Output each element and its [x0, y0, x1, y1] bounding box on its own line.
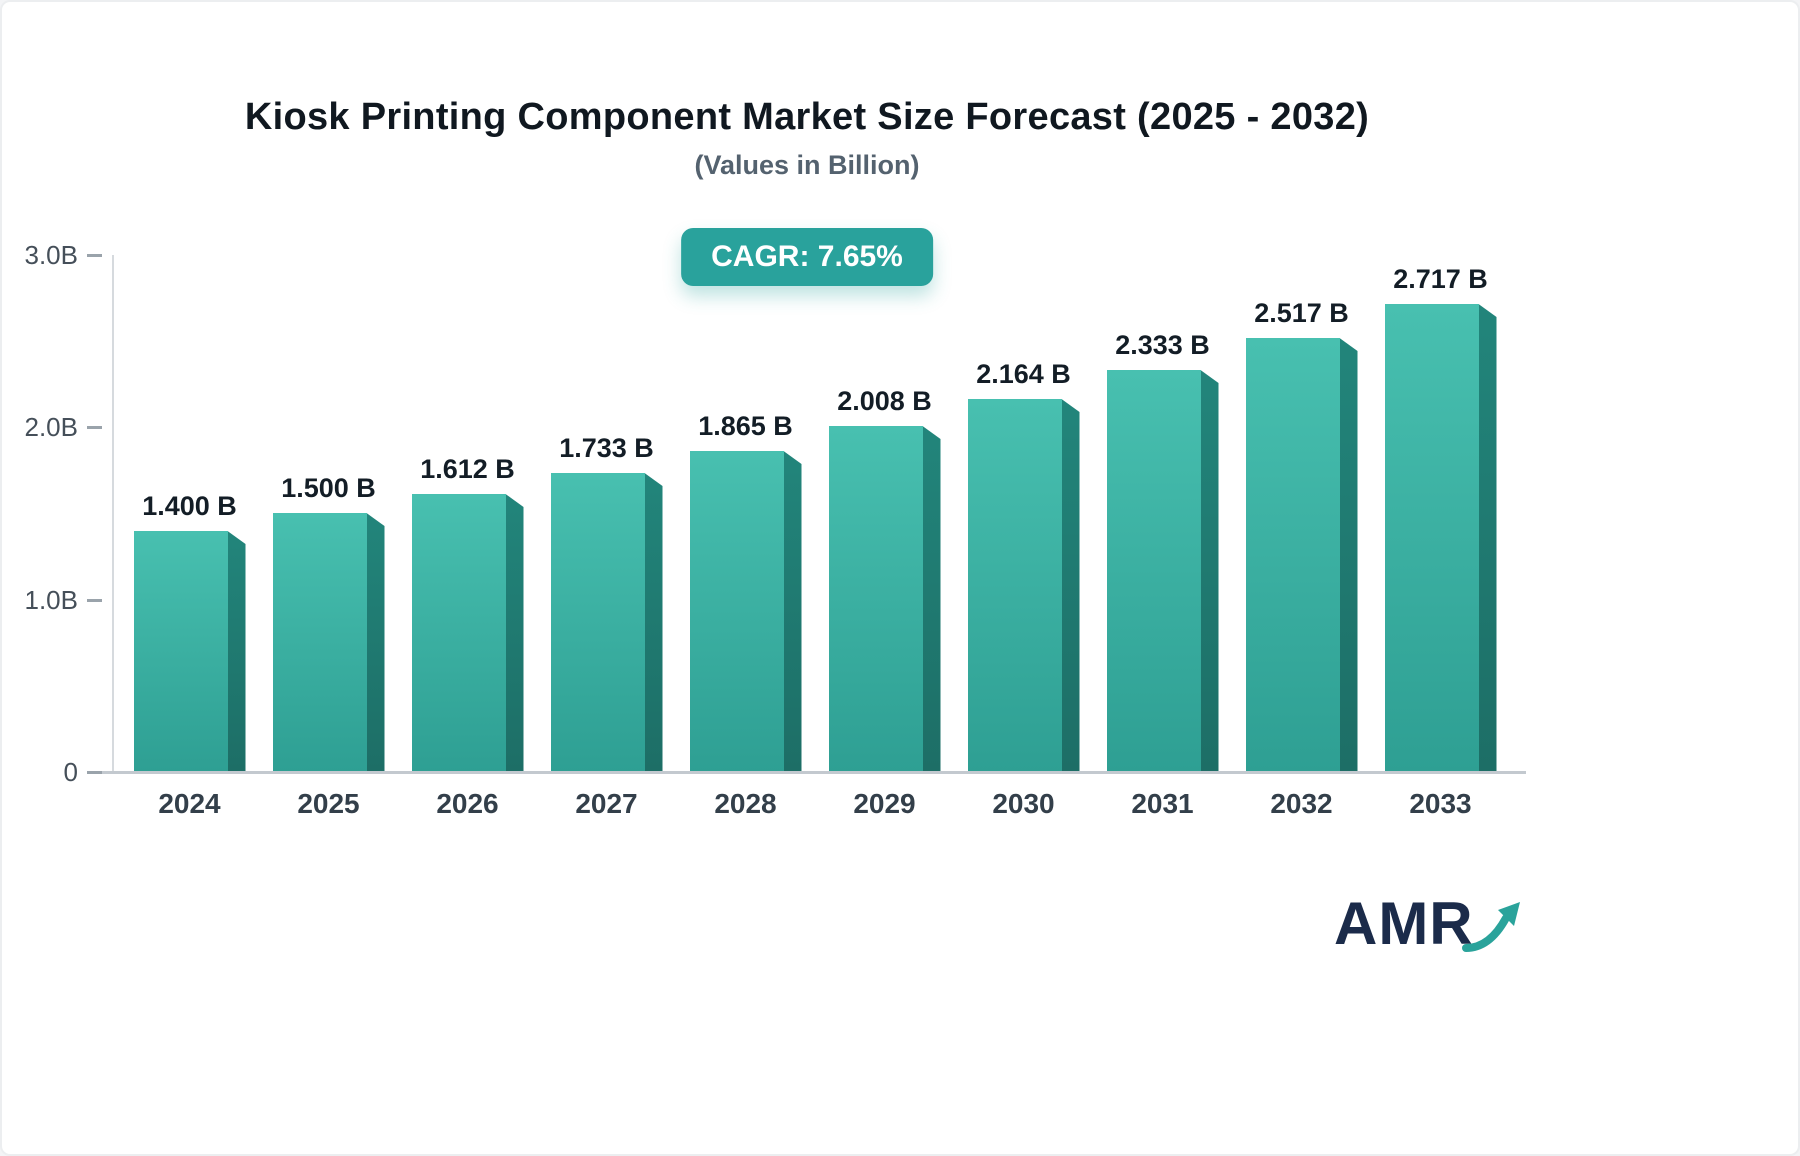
bar-value-label: 2.333 B: [1115, 330, 1210, 360]
plot-area: 1.400 B 1.500 B 1.612 B 1.733 B 1.865 B 2.008…: [120, 255, 1510, 772]
bar-side-face: [366, 513, 385, 772]
x-axis-category-label: 2027: [575, 788, 638, 819]
bar-group: 2.717 B: [1372, 264, 1510, 772]
bar-front-face: [828, 426, 923, 772]
bar-value-label: 2.164 B: [976, 359, 1071, 389]
y-axis-tick-label: 0: [63, 757, 78, 787]
bar-side-face: [1339, 338, 1358, 772]
y-axis-tick-mark: [87, 254, 102, 257]
amr-logo: AMR: [1334, 894, 1522, 956]
bar-value-label: 2.717 B: [1393, 264, 1488, 294]
bar-front-face: [1384, 304, 1479, 772]
bar: [272, 513, 385, 772]
bar: [828, 426, 941, 772]
bar-side-face: [644, 473, 663, 772]
y-axis-tick: 1.0B: [2, 585, 102, 616]
amr-logo-text: AMR: [1334, 890, 1474, 957]
chart-subtitle: (Values in Billion): [694, 150, 920, 180]
chart-title: Kiosk Printing Component Market Size For…: [244, 96, 1370, 138]
bar: [1245, 338, 1358, 772]
bar-front-face: [133, 531, 228, 772]
bar-chart: 1.400 B 1.500 B 1.612 B 1.733 B 1.865 B 2.008…: [25, 240, 1526, 819]
x-axis-category-label: 2024: [158, 788, 221, 819]
bar-group: 1.733 B: [538, 433, 676, 772]
bar-front-face: [411, 494, 506, 772]
cagr-badge: CAGR: 7.65%: [681, 228, 933, 286]
bar: [1384, 304, 1497, 772]
y-axis-tick-label: 3.0B: [24, 240, 79, 270]
bar-group: 2.333 B: [1094, 330, 1232, 772]
bar-side-face: [1061, 399, 1080, 772]
x-axis-category-label: 2029: [853, 788, 916, 819]
bar-side-face: [1200, 370, 1219, 772]
x-axis-category-label: 2025: [297, 788, 360, 819]
bar-front-face: [967, 399, 1062, 772]
x-axis-category-label: 2026: [436, 788, 499, 819]
bar-group: 2.517 B: [1233, 298, 1371, 772]
bar-side-face: [227, 531, 246, 772]
bar-value-label: 1.612 B: [420, 454, 515, 484]
bar-group: 1.500 B: [260, 473, 398, 772]
bar: [411, 494, 524, 772]
bar-group: 1.612 B: [399, 454, 537, 772]
bar: [550, 473, 663, 772]
bar-front-face: [1106, 370, 1201, 772]
bar-side-face: [922, 426, 941, 772]
x-axis-line: [98, 771, 1526, 774]
y-axis-tick: 0: [2, 757, 102, 788]
bar-front-face: [1245, 338, 1340, 772]
bar-group: 2.164 B: [955, 359, 1093, 772]
bar-group: 1.865 B: [677, 411, 815, 772]
x-axis-category-label: 2028: [714, 788, 777, 819]
x-axis-category-label: 2030: [992, 788, 1055, 819]
y-axis-tick-label: 1.0B: [24, 585, 79, 615]
bar: [133, 531, 246, 772]
bar-value-label: 2.008 B: [837, 386, 932, 416]
bar-value-label: 2.517 B: [1254, 298, 1349, 328]
bar-front-face: [272, 513, 367, 772]
bar: [1106, 370, 1219, 772]
bar: [967, 399, 1080, 772]
bar-value-label: 1.865 B: [698, 411, 793, 441]
growth-arrow-icon: [1461, 902, 1520, 952]
bar-side-face: [1478, 304, 1497, 772]
y-axis-tick: 3.0B: [2, 240, 102, 271]
bar-value-label: 1.500 B: [281, 473, 376, 503]
bar-value-label: 1.400 B: [142, 491, 237, 521]
y-axis-tick-mark: [87, 426, 102, 429]
y-axis-line: [112, 255, 114, 772]
y-axis-tick-label: 2.0B: [24, 412, 79, 442]
y-axis-tick-mark: [87, 599, 102, 602]
x-axis-category-label: 2033: [1409, 788, 1472, 819]
bar-group: 1.400 B: [121, 491, 259, 772]
bar-group: 2.008 B: [816, 386, 954, 772]
bar-value-label: 1.733 B: [559, 433, 654, 463]
x-axis-category-label: 2031: [1131, 788, 1194, 819]
bar-side-face: [783, 451, 802, 772]
bar: [689, 451, 802, 772]
bar-front-face: [689, 451, 784, 772]
x-axis-labels: 2024 2025 2026 2027 2028 2029 2030 2031 2032 2033: [120, 788, 1510, 820]
bar-side-face: [505, 494, 524, 772]
x-axis-category-label: 2032: [1270, 788, 1333, 819]
y-axis-tick-mark: [87, 771, 102, 774]
bar-front-face: [550, 473, 645, 772]
y-axis-tick: 2.0B: [2, 412, 102, 443]
